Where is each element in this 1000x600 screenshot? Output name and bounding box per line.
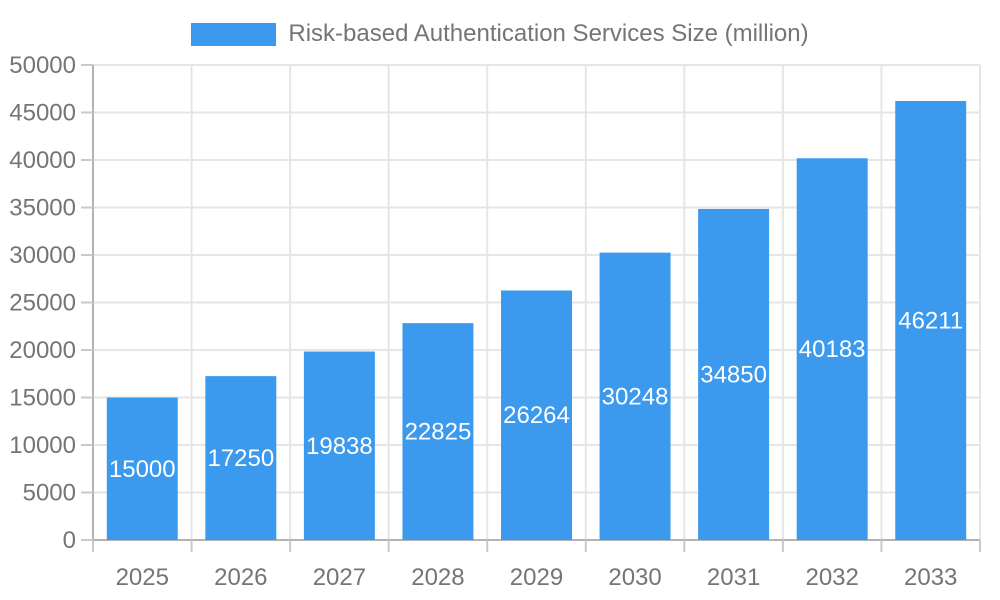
bar-value-label: 19838: [306, 433, 373, 460]
y-tick-label: 45000: [9, 100, 76, 127]
x-tick-label: 2025: [116, 564, 169, 591]
x-tick-label: 2031: [707, 564, 760, 591]
y-tick-label: 25000: [9, 290, 76, 317]
bar-value-label: 26264: [503, 402, 570, 429]
x-tick-label: 2027: [313, 564, 366, 591]
y-tick-label: 20000: [9, 337, 76, 364]
x-tick-label: 2028: [411, 564, 464, 591]
bar-2026[interactable]: [205, 376, 277, 540]
bar-2030[interactable]: [599, 252, 671, 541]
x-tick-label: 2029: [510, 564, 563, 591]
bar-value-label: 46211: [898, 307, 963, 334]
y-tick-label: 15000: [9, 385, 76, 412]
y-tick-label: 5000: [23, 480, 76, 507]
bar-value-label: 40183: [799, 336, 866, 363]
x-tick-label: 2030: [608, 564, 661, 591]
bar-value-label: 15000: [109, 456, 176, 483]
bar-2025[interactable]: [106, 397, 178, 541]
bar-2031[interactable]: [698, 208, 770, 541]
bar-2033[interactable]: [895, 100, 967, 541]
y-tick-label: 35000: [9, 195, 76, 222]
bar-value-label: 30248: [602, 383, 669, 410]
x-tick-label: 2026: [214, 564, 267, 591]
bar-value-label: 22825: [405, 419, 472, 446]
y-tick-label: 0: [63, 527, 76, 554]
bar-2027[interactable]: [303, 351, 375, 540]
bar-2028[interactable]: [402, 323, 474, 540]
bar-value-label: 17250: [207, 445, 274, 472]
x-tick-label: 2033: [904, 564, 957, 591]
y-tick-label: 40000: [9, 147, 76, 174]
bar-value-label: 34850: [700, 361, 767, 388]
x-tick-label: 2032: [805, 564, 858, 591]
bar-2029[interactable]: [501, 290, 572, 540]
y-tick-label: 50000: [9, 52, 76, 79]
y-tick-label: 30000: [9, 242, 76, 269]
y-tick-label: 10000: [9, 432, 76, 459]
bar-2032[interactable]: [796, 158, 868, 540]
